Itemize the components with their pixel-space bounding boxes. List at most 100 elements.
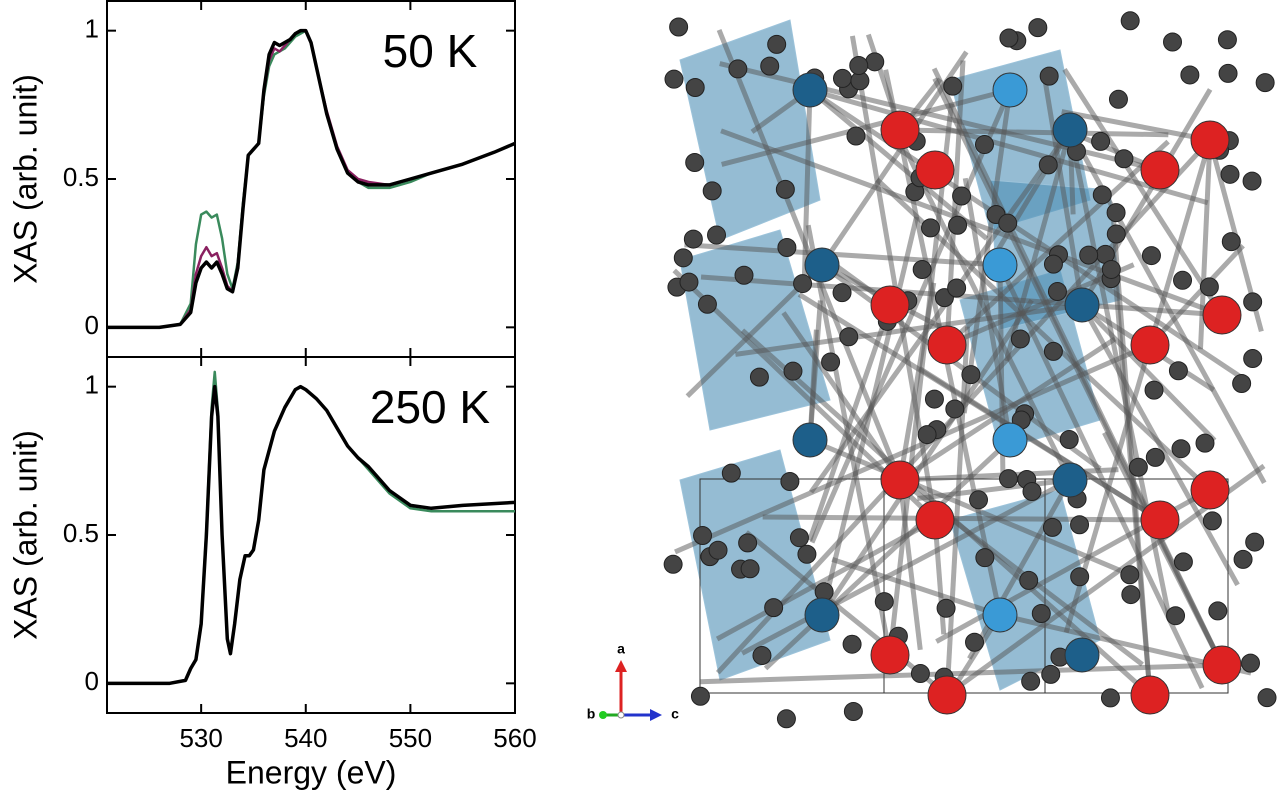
atom-o [1010,329,1030,349]
y-tick-label: 1 [85,14,99,44]
atom-metal [927,325,967,365]
y-tick-label: 0 [85,666,99,696]
bond [740,477,1072,656]
atom-o [679,272,699,292]
bond [801,89,813,293]
bond [1062,68,1225,317]
atom-o [1171,439,1191,459]
atom-o [760,56,780,76]
bond [918,366,1162,523]
atom-o [842,634,862,654]
atom-o [1047,282,1067,302]
atom-o [793,274,813,294]
atom-metal [792,422,828,458]
panel-annotation: 50 K [383,25,478,77]
atom-o [1041,664,1061,684]
atom-o [1021,671,1041,691]
y-tick-label: 1 [85,370,99,400]
atom-o [1199,277,1219,297]
atom-o [924,389,944,409]
atom-o [1218,63,1238,83]
atom-o [1120,11,1140,31]
atom-o [975,548,995,568]
atom-o [702,181,722,201]
atom-o [974,135,994,155]
atom-o [1031,604,1051,624]
atom-o [1245,532,1265,552]
atom-metal [915,150,955,190]
atom-metal [992,72,1028,108]
atom-o [697,294,717,314]
atom-o [1079,245,1099,265]
atom-o [1166,606,1186,626]
atom-o [1257,688,1277,708]
atom-o [752,646,772,666]
bond [807,304,893,542]
bond [945,139,1170,347]
bond [897,479,923,651]
bond [831,556,1001,618]
atom-o [999,28,1019,48]
atom-o [1180,65,1200,85]
bond [1079,303,1240,587]
atom-o [839,327,859,347]
atom-metal [1202,295,1242,335]
atom-o [961,365,981,385]
atom-o [1173,552,1193,572]
atom-metal [1202,645,1242,685]
atom-o [1019,570,1039,590]
atom-o [767,34,787,54]
atom-metal [915,500,955,540]
atom-o [865,52,885,72]
atom-o [1217,30,1237,50]
atom-o [738,533,758,553]
bond [887,103,954,656]
bond [962,177,1013,441]
atom-o [1168,361,1188,381]
atom-o [1039,66,1059,86]
atom-metal [992,422,1028,458]
atom-o [1202,511,1222,531]
atom-o [945,399,965,419]
x-tick-label: 550 [389,723,432,753]
arrow-head [650,709,662,721]
atom-o [1128,457,1148,477]
atom-o [673,248,693,268]
atom-metal [1140,150,1180,190]
atom-metal [1140,500,1180,540]
atom-metal [1130,325,1170,365]
atom-o [832,68,852,88]
atom-o [685,78,705,98]
y-tick-label: 0.5 [63,162,99,192]
atom-o [776,709,796,729]
atom-o [1092,185,1112,205]
bond [898,336,1117,483]
atom-o [789,528,809,548]
atom-o [1232,373,1252,393]
atom-o [663,554,683,574]
bond [808,88,989,241]
atom-o [728,59,748,79]
atom-metal [1130,675,1170,715]
atom-metal [880,110,920,150]
atom-o [1233,549,1253,569]
crystal-structure [663,11,1277,729]
atom-o [849,56,869,76]
atom-o [664,69,684,89]
y-axis-label: XAS (arb. unit) [7,430,43,640]
atom-o [843,701,863,721]
atom-o [775,179,795,199]
axis-origin [617,711,625,719]
atom-o [1042,517,1062,537]
atom-o [685,152,705,172]
atom-o [1208,601,1228,621]
atom-o [1106,203,1126,223]
atom-o [1141,246,1161,266]
atom-o [1195,433,1215,453]
y-axis-label: XAS (arb. unit) [7,74,43,284]
atom-o [1255,73,1275,93]
atom-o [783,361,803,381]
panel-annotation: 250 K [370,381,491,433]
atom-o [1121,585,1141,605]
bond [820,262,1102,471]
